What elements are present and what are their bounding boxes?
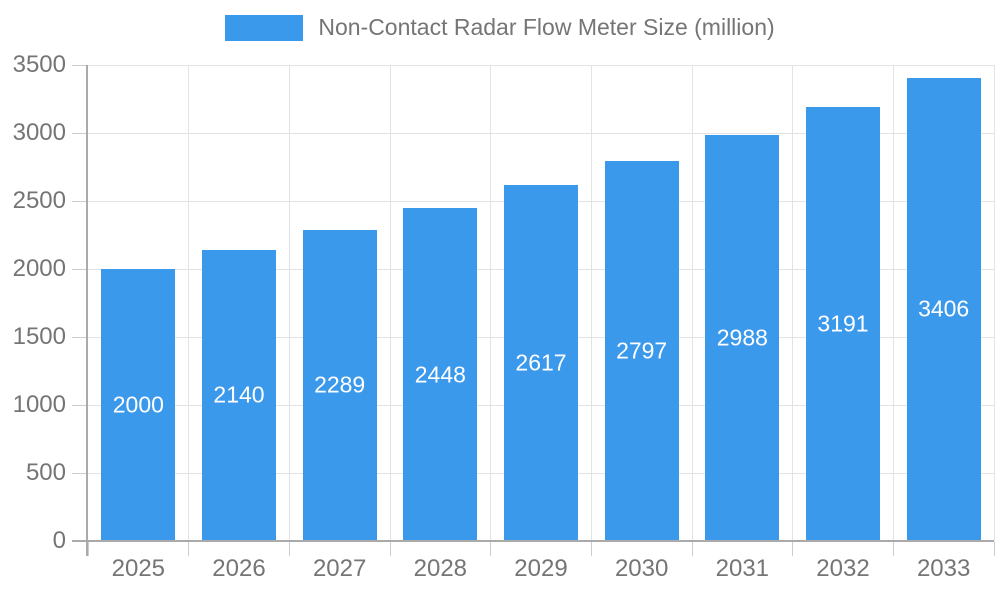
vertical-gridline: [691, 65, 693, 541]
x-axis-tick: [87, 542, 89, 556]
y-axis-tick: [72, 404, 88, 406]
vertical-gridline: [590, 65, 592, 541]
vertical-gridline: [490, 65, 492, 541]
y-axis-tick-label: 500: [25, 459, 66, 486]
bar-2033[interactable]: 3406: [906, 77, 981, 541]
x-axis-tick-label: 2029: [514, 555, 568, 582]
x-axis-line: [72, 540, 994, 542]
bar-2026[interactable]: 2140: [202, 249, 276, 541]
vertical-gridline: [993, 65, 995, 541]
bar-value-label: 2289: [314, 371, 366, 398]
bar-2030[interactable]: 2797: [604, 160, 679, 541]
bar-2029[interactable]: 2617: [504, 185, 578, 541]
horizontal-gridline: [88, 64, 994, 66]
y-axis-tick-label: 0: [52, 527, 66, 554]
legend-label: Non-Contact Radar Flow Meter Size (milli…: [318, 14, 775, 40]
bar-2027[interactable]: 2289: [302, 229, 377, 541]
y-axis-tick: [72, 268, 88, 270]
x-axis-tick: [389, 542, 391, 556]
y-axis-tick-label: 3500: [12, 51, 66, 78]
x-axis-tick-label: 2031: [715, 555, 770, 582]
x-axis-tick-label: 2027: [312, 555, 367, 582]
bar-2028[interactable]: 2448: [403, 208, 478, 541]
y-axis-line: [86, 65, 88, 556]
bar-2031[interactable]: 2988: [705, 134, 780, 541]
x-axis-tick: [288, 542, 290, 556]
x-axis-tick-label: 2026: [212, 555, 266, 582]
bar-value-label: 2448: [414, 361, 466, 388]
bar-value-label: 2797: [616, 337, 668, 364]
y-axis-tick-label: 1000: [12, 391, 66, 418]
x-axis-tick-label: 2033: [916, 555, 971, 582]
bar-2025[interactable]: 2000: [101, 269, 176, 541]
legend-swatch-icon: [225, 14, 304, 41]
x-axis-tick: [691, 542, 693, 556]
horizontal-gridline: [88, 132, 994, 134]
y-axis-tick: [72, 64, 88, 66]
x-axis-tick: [892, 542, 894, 556]
bar-value-label: 2988: [716, 324, 768, 351]
vertical-gridline: [389, 65, 391, 541]
y-axis-tick-label: 2000: [12, 255, 66, 282]
bar-value-label: 2140: [213, 381, 265, 408]
y-axis-tick-label: 3000: [12, 119, 66, 146]
chart-legend[interactable]: Non-Contact Radar Flow Meter Size (milli…: [0, 14, 1000, 41]
x-axis-tick: [590, 542, 592, 556]
y-axis-tick: [72, 200, 88, 202]
x-axis-tick-label: 2028: [413, 555, 468, 582]
vertical-gridline: [288, 65, 290, 541]
y-axis-tick-label: 1500: [12, 323, 66, 350]
plot-area: 0 500 1000 1500 2000 2500 3000 3500 2000 2140 2289…: [13, 53, 995, 581]
y-axis-tick-label: 2500: [12, 187, 66, 214]
y-axis-tick: [72, 472, 88, 474]
vertical-gridline: [792, 65, 794, 541]
vertical-gridline: [188, 65, 190, 541]
x-axis-tick-label: 2025: [111, 555, 166, 582]
bar-2032[interactable]: 3191: [806, 107, 880, 541]
x-axis-tick-label: 2032: [816, 555, 870, 582]
x-axis-tick: [490, 542, 492, 556]
bar-value-label: 3406: [918, 295, 970, 322]
x-axis-tick: [993, 542, 995, 556]
bar-value-label: 2617: [515, 349, 567, 376]
y-axis-tick: [72, 336, 88, 338]
x-axis-tick: [188, 542, 190, 556]
vertical-gridline: [892, 65, 894, 541]
y-axis-tick: [72, 132, 88, 134]
x-axis-tick-label: 2030: [614, 555, 669, 582]
bar-value-label: 3191: [817, 310, 869, 337]
x-axis-tick: [792, 542, 794, 556]
bar-value-label: 2000: [112, 391, 164, 418]
